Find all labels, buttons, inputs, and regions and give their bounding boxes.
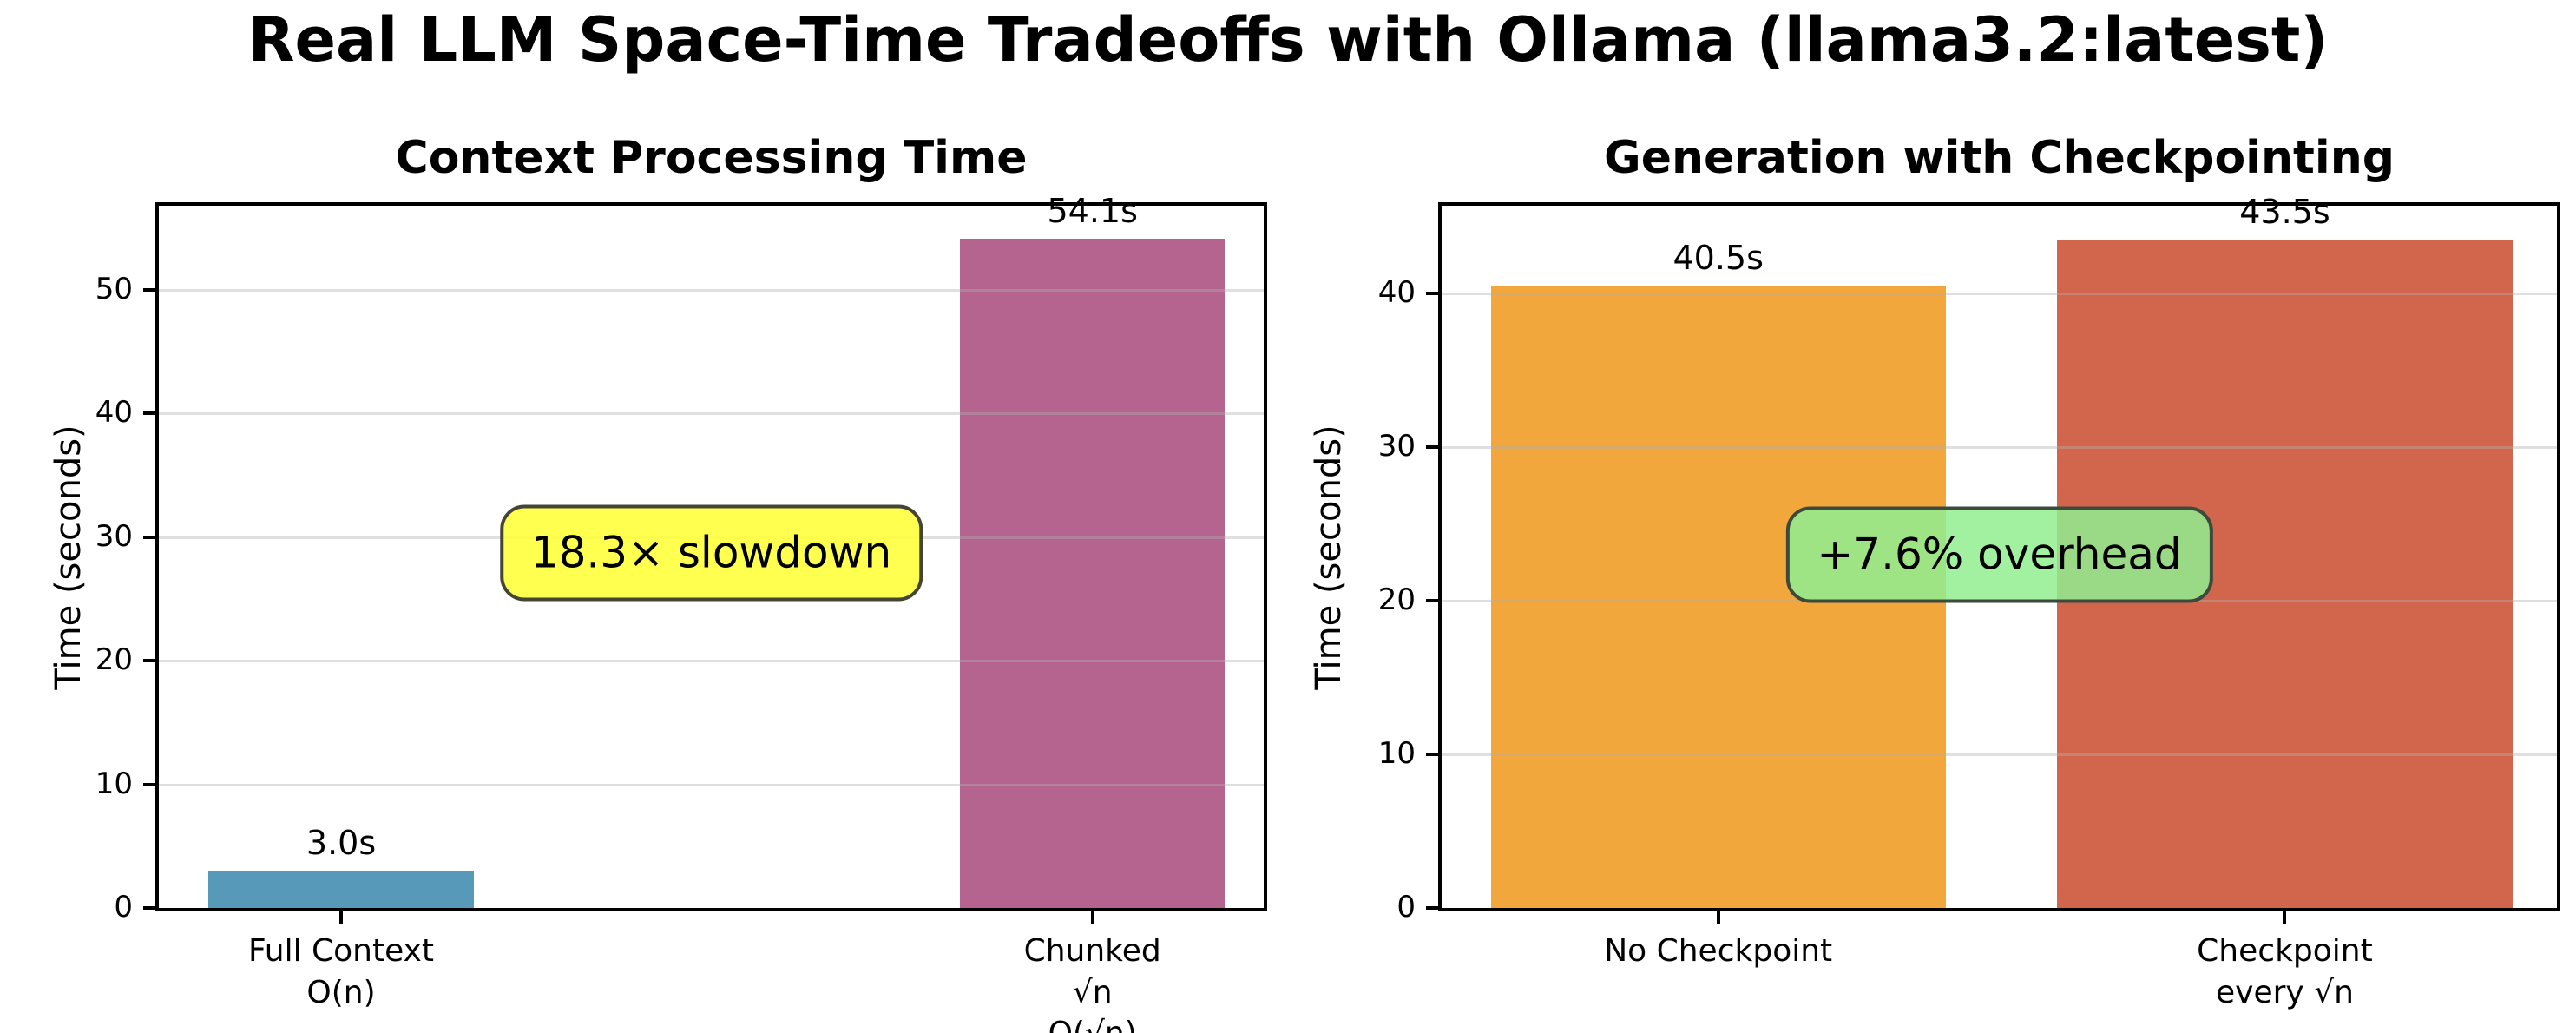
gridline [1442, 292, 2557, 295]
y-axis-label: Time (seconds) [1309, 424, 1349, 690]
y-tick-label: 50 [95, 271, 133, 306]
x-category-label: Chunked √n O(√n) [1023, 933, 1161, 1033]
y-tick-label: 30 [95, 518, 133, 554]
plot-area: Context Processing Time Time (seconds) 0 10… [49, 132, 1267, 1033]
gridline [159, 288, 1264, 292]
y-tick-label: 10 [1377, 735, 1416, 771]
figure-title: Real LLM Space-Time Tradeoffs with Ollam… [247, 4, 2329, 76]
x-category-label: Checkpoint every √n [2197, 933, 2373, 1010]
x-tick-mark [1090, 908, 1094, 924]
subplot-title: Context Processing Time [395, 132, 1028, 184]
x-tick-mark [339, 908, 344, 924]
gridline [1442, 445, 2557, 449]
y-tick-mark [143, 535, 159, 539]
x-category-label: Full Context O(n) [248, 933, 435, 1010]
x-category-label: No Checkpoint [1604, 933, 1833, 969]
gridline [159, 412, 1264, 416]
x-tick-mark [1716, 908, 1720, 924]
y-tick-label: 20 [95, 642, 133, 678]
y-tick-mark [143, 411, 159, 416]
x-tick-mark [2283, 908, 2287, 924]
y-tick-mark [1426, 906, 1442, 910]
y-tick-label: 40 [1377, 274, 1416, 310]
gridline [159, 783, 1264, 786]
y-tick-mark [1426, 291, 1442, 295]
y-tick-mark [143, 782, 159, 786]
bar-value-label: 3.0s [306, 824, 377, 863]
y-tick-label: 0 [114, 890, 133, 924]
annotation-box: 18.3× slowdown [499, 504, 923, 602]
y-tick-mark [143, 287, 159, 292]
subplot-title: Generation with Checkpointing [1604, 132, 2395, 184]
plot-area: Generation with Checkpointing Time (secon… [1309, 132, 2560, 1010]
y-tick-mark [1426, 444, 1442, 449]
y-tick-label: 40 [95, 395, 133, 431]
y-tick-mark [143, 659, 159, 663]
annotation-box: +7.6% overhead [1785, 506, 2213, 603]
y-tick-label: 10 [95, 766, 133, 801]
y-tick-mark [1426, 598, 1442, 602]
y-tick-mark [143, 906, 159, 910]
gridline [1442, 753, 2557, 756]
y-tick-label: 30 [1377, 428, 1416, 464]
y-tick-label: 0 [1396, 890, 1416, 924]
bar-value-label: 40.5s [1672, 239, 1764, 278]
y-tick-mark [1426, 752, 1442, 756]
gridline [159, 660, 1264, 663]
bar-value-label: 43.5s [2239, 192, 2330, 231]
bar-value-label: 54.1s [1047, 192, 1138, 231]
bar [208, 871, 474, 908]
bar [959, 239, 1226, 908]
y-tick-label: 20 [1377, 582, 1416, 617]
